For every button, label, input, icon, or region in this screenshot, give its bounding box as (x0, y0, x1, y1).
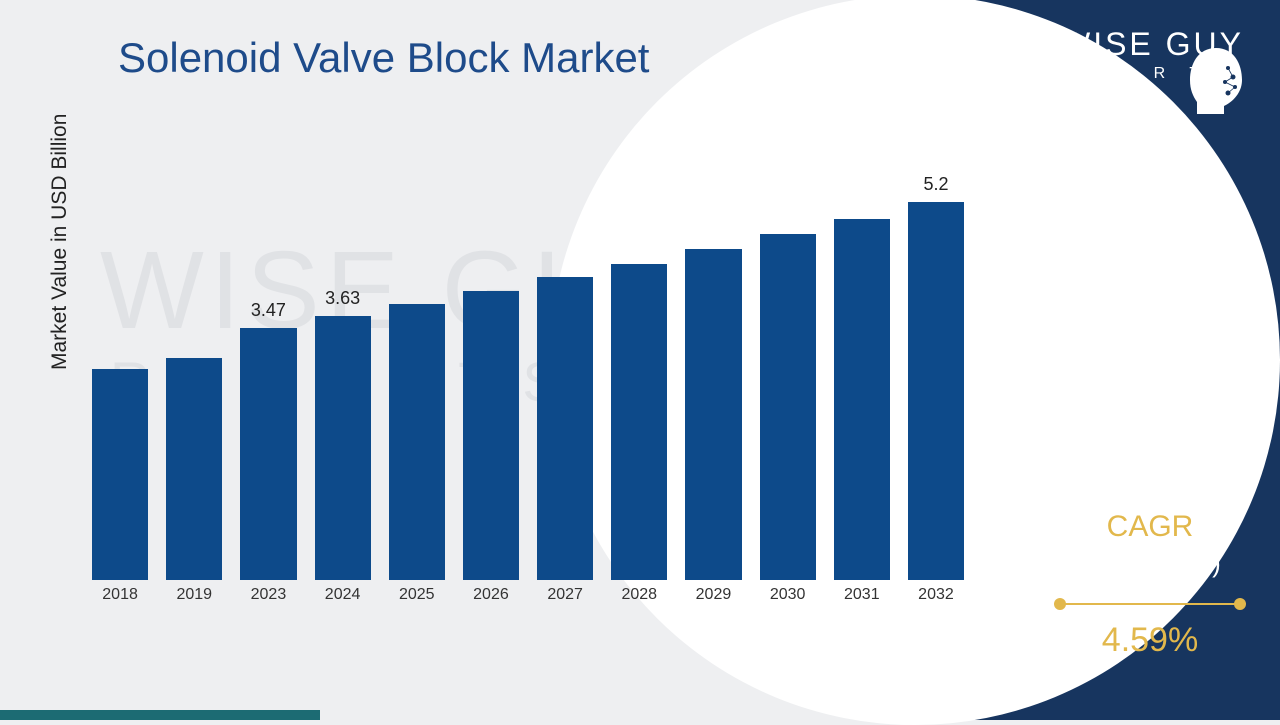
x-axis-label: 2031 (834, 586, 890, 604)
cagr-divider (1060, 603, 1240, 605)
bar-wrap (92, 369, 148, 580)
bar (240, 328, 296, 580)
bar (834, 219, 890, 580)
x-axis-label: 2027 (537, 586, 593, 604)
x-axis-label: 2028 (611, 586, 667, 604)
x-axis-label: 2025 (389, 586, 445, 604)
bar-wrap: 3.47 (240, 328, 296, 580)
bar-wrap (166, 358, 222, 580)
bar-wrap (760, 234, 816, 580)
bar (166, 358, 222, 580)
bar-wrap (463, 291, 519, 580)
bar (908, 202, 964, 580)
right-panel: WISE GUY R E P O R T S CAGR (2019-2032) … (970, 0, 1280, 720)
cagr-years: (2019-2032) (1020, 548, 1280, 579)
bar (463, 291, 519, 580)
bar (537, 277, 593, 580)
cagr-block: CAGR (2019-2032) 4.59% (1020, 510, 1280, 660)
bar (92, 369, 148, 580)
x-axis-label: 2032 (908, 586, 964, 604)
bar-wrap: 3.63 (315, 316, 371, 580)
bar-wrap (834, 219, 890, 580)
x-axis-label: 2023 (240, 586, 296, 604)
bar (389, 304, 445, 580)
bar-wrap (537, 277, 593, 580)
x-axis-label: 2018 (92, 586, 148, 604)
bar (685, 249, 741, 580)
brand-head-icon (1186, 46, 1246, 116)
bar-value-label: 5.2 (923, 174, 948, 195)
x-axis-label: 2026 (463, 586, 519, 604)
bar-wrap (389, 304, 445, 580)
x-labels: 2018 2019 2023 2024 2025 2026 2027 2028 2029 2030… (88, 586, 968, 604)
chart-area: 3.47 3.63 5.2 (88, 180, 968, 580)
cagr-label: CAGR (1020, 510, 1280, 544)
x-axis-label: 2024 (315, 586, 371, 604)
cagr-value: 4.59% (1020, 621, 1280, 660)
brand-logo: WISE GUY R E P O R T S (1011, 26, 1244, 83)
bar-value-label: 3.63 (325, 288, 360, 309)
x-axis-label: 2019 (166, 586, 222, 604)
bar (611, 264, 667, 580)
bars-container: 3.47 3.63 5.2 (88, 180, 968, 580)
x-axis-label: 2030 (760, 586, 816, 604)
bottom-accent-bar (0, 710, 320, 720)
bar (760, 234, 816, 580)
bar-wrap (685, 249, 741, 580)
y-axis-label: Market Value in USD Billion (48, 114, 72, 370)
chart-title: Solenoid Valve Block Market (118, 34, 649, 82)
x-axis-label: 2029 (685, 586, 741, 604)
bar-wrap: 5.2 (908, 202, 964, 580)
bar (315, 316, 371, 580)
bar-wrap (611, 264, 667, 580)
bar-value-label: 3.47 (251, 300, 286, 321)
